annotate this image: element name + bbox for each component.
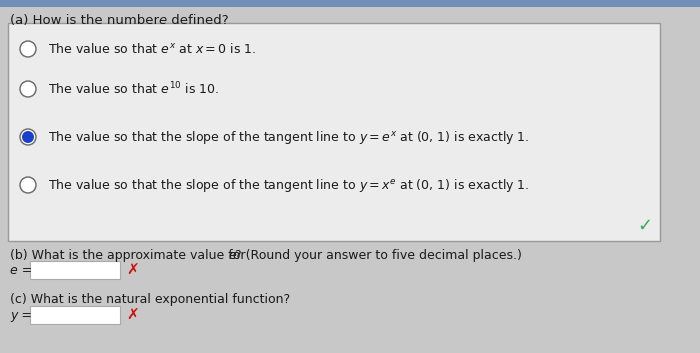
Text: The value so that the slope of the tangent line to $y = x^e$ at (0, 1) is exactl: The value so that the slope of the tange… (48, 176, 529, 193)
FancyBboxPatch shape (30, 306, 120, 324)
Circle shape (22, 131, 34, 143)
Text: e =: e = (10, 263, 32, 276)
Text: ✓: ✓ (637, 217, 652, 235)
Circle shape (20, 81, 36, 97)
FancyBboxPatch shape (0, 0, 700, 7)
Text: e: e (158, 14, 166, 27)
Circle shape (20, 129, 36, 145)
Text: defined?: defined? (167, 14, 229, 27)
Text: (a) How is the number: (a) How is the number (10, 14, 163, 27)
Text: The value so that $e^x$ at $x = 0$ is 1.: The value so that $e^x$ at $x = 0$ is 1. (48, 42, 256, 56)
Circle shape (20, 177, 36, 193)
Text: (b) What is the approximate value for: (b) What is the approximate value for (10, 249, 249, 262)
Text: (c) What is the natural exponential function?: (c) What is the natural exponential func… (10, 293, 290, 306)
Text: y =: y = (10, 309, 32, 322)
Circle shape (20, 41, 36, 57)
Text: ✗: ✗ (126, 263, 139, 277)
FancyBboxPatch shape (8, 23, 660, 241)
FancyBboxPatch shape (30, 261, 120, 279)
Text: The value so that the slope of the tangent line to $y = e^x$ at (0, 1) is exactl: The value so that the slope of the tange… (48, 128, 529, 145)
Text: The value so that $e^{10}$ is 10.: The value so that $e^{10}$ is 10. (48, 81, 219, 97)
Text: ? (Round your answer to five decimal places.): ? (Round your answer to five decimal pla… (235, 249, 522, 262)
Text: e: e (228, 249, 236, 262)
Text: ✗: ✗ (126, 307, 139, 323)
